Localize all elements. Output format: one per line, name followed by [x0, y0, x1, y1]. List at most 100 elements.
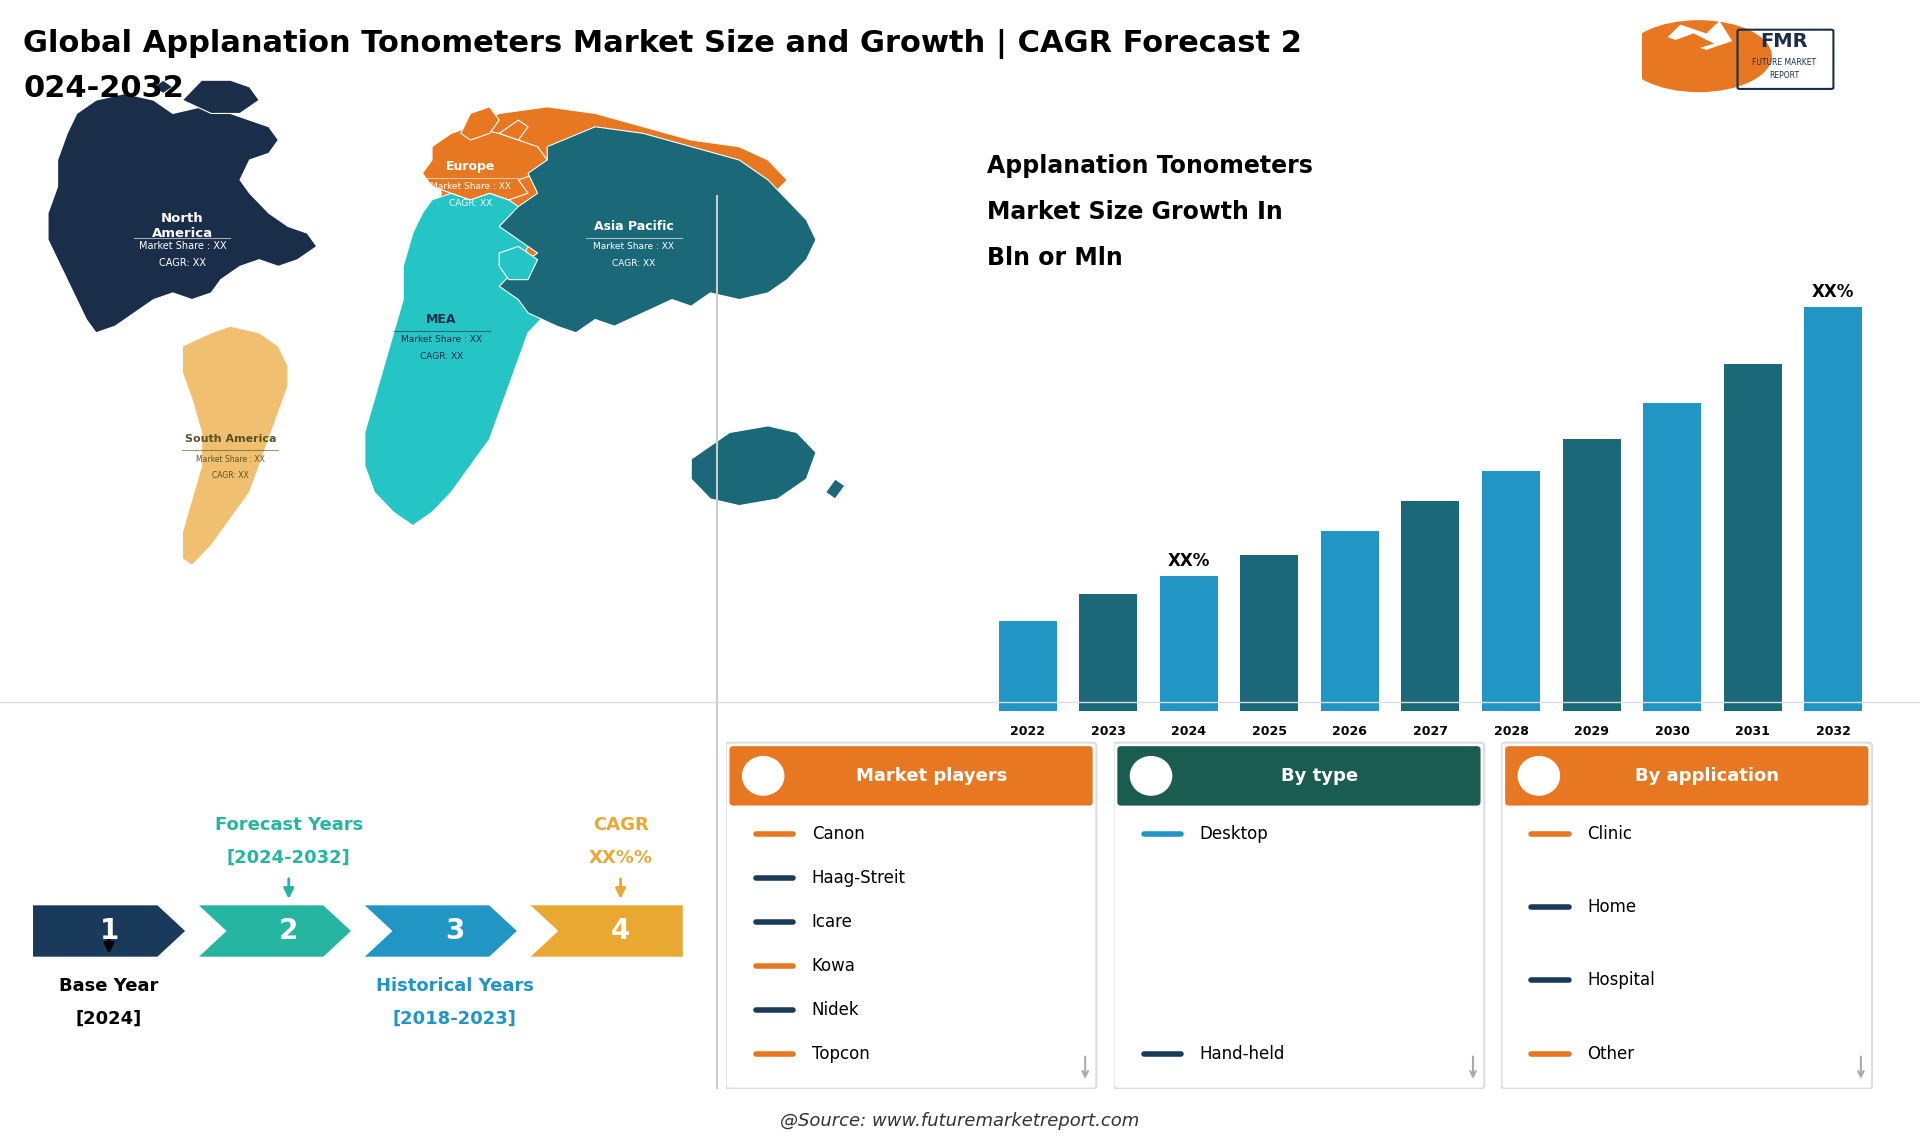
Text: Market Share : XX: Market Share : XX: [196, 455, 265, 464]
Text: Nidek: Nidek: [812, 1000, 860, 1019]
Circle shape: [743, 756, 783, 795]
Polygon shape: [154, 80, 173, 94]
Text: 2030: 2030: [1655, 725, 1690, 738]
Text: XX%: XX%: [1812, 283, 1855, 301]
Text: Canon: Canon: [812, 824, 864, 842]
Polygon shape: [1667, 21, 1732, 50]
Bar: [1482, 471, 1540, 711]
Text: XX%%: XX%%: [589, 849, 653, 866]
Text: Asia Pacific: Asia Pacific: [593, 220, 674, 233]
FancyBboxPatch shape: [726, 743, 1096, 1089]
Polygon shape: [365, 194, 557, 526]
Text: CAGR: XX: CAGR: XX: [612, 259, 655, 267]
Text: CAGR: XX: CAGR: XX: [159, 258, 205, 268]
Text: 3: 3: [445, 917, 465, 945]
Text: [2018-2023]: [2018-2023]: [394, 1010, 516, 1028]
Text: 2023: 2023: [1091, 725, 1125, 738]
Text: Kowa: Kowa: [812, 957, 856, 974]
Text: Market Size Growth In: Market Size Growth In: [987, 201, 1283, 223]
Polygon shape: [499, 120, 528, 140]
Text: 1: 1: [100, 917, 119, 945]
Text: XX%: XX%: [1167, 552, 1210, 570]
Text: South America: South America: [184, 434, 276, 445]
Text: 2025: 2025: [1252, 725, 1286, 738]
Polygon shape: [499, 246, 538, 280]
Text: Home: Home: [1588, 898, 1636, 916]
Text: Market Share : XX: Market Share : XX: [401, 335, 482, 344]
FancyBboxPatch shape: [1505, 746, 1868, 806]
FancyBboxPatch shape: [730, 746, 1092, 806]
Text: 2: 2: [278, 917, 298, 945]
Polygon shape: [182, 327, 288, 565]
Text: 024-2032: 024-2032: [23, 74, 184, 103]
Polygon shape: [530, 905, 684, 957]
Bar: [998, 621, 1056, 711]
Polygon shape: [499, 127, 816, 332]
Bar: [1644, 402, 1701, 711]
Polygon shape: [422, 127, 547, 199]
Polygon shape: [826, 479, 845, 499]
Bar: [1160, 576, 1217, 711]
Text: Historical Years: Historical Years: [376, 978, 534, 995]
Text: FUTURE MARKET: FUTURE MARKET: [1753, 58, 1816, 66]
Text: Market players: Market players: [856, 767, 1008, 785]
Text: North
America: North America: [152, 212, 213, 241]
Polygon shape: [48, 94, 317, 332]
Text: 2031: 2031: [1736, 725, 1770, 738]
Bar: [1563, 439, 1620, 711]
Text: @Source: www.futuremarketreport.com: @Source: www.futuremarketreport.com: [780, 1112, 1140, 1130]
Text: Desktop: Desktop: [1200, 824, 1269, 842]
Text: MEA: MEA: [426, 313, 457, 325]
Bar: [1079, 594, 1137, 711]
FancyBboxPatch shape: [1114, 743, 1484, 1089]
Polygon shape: [422, 107, 787, 306]
Bar: [1240, 555, 1298, 711]
Text: Topcon: Topcon: [812, 1045, 870, 1062]
Text: Other: Other: [1588, 1045, 1634, 1062]
Polygon shape: [461, 107, 499, 140]
Text: [2024-2032]: [2024-2032]: [227, 849, 351, 866]
Text: REPORT: REPORT: [1768, 71, 1799, 79]
Text: Icare: Icare: [812, 912, 852, 931]
Text: CAGR: XX: CAGR: XX: [420, 352, 463, 361]
Text: CAGR: XX: CAGR: XX: [449, 198, 492, 207]
Text: 2027: 2027: [1413, 725, 1448, 738]
Text: 2022: 2022: [1010, 725, 1044, 738]
Text: Hospital: Hospital: [1588, 972, 1655, 989]
Text: 2024: 2024: [1171, 725, 1206, 738]
Circle shape: [1626, 21, 1770, 92]
Text: Market Share : XX: Market Share : XX: [138, 242, 227, 251]
Text: Bln or Mln: Bln or Mln: [987, 246, 1123, 270]
Text: Clinic: Clinic: [1588, 824, 1632, 842]
Text: Europe: Europe: [445, 160, 495, 173]
Polygon shape: [182, 80, 259, 113]
Text: Hand-held: Hand-held: [1200, 1045, 1284, 1062]
Bar: [1321, 532, 1379, 711]
Polygon shape: [1672, 33, 1715, 50]
Text: CAGR: CAGR: [593, 816, 649, 833]
Polygon shape: [691, 426, 816, 505]
Text: 2028: 2028: [1494, 725, 1528, 738]
Text: CAGR: XX: CAGR: XX: [211, 471, 250, 480]
Bar: [1805, 307, 1862, 711]
Text: 4: 4: [611, 917, 630, 945]
Text: 2029: 2029: [1574, 725, 1609, 738]
Text: Base Year: Base Year: [60, 978, 159, 995]
Polygon shape: [200, 905, 351, 957]
Text: 2026: 2026: [1332, 725, 1367, 738]
Bar: [1724, 363, 1782, 711]
Text: Market Share : XX: Market Share : XX: [430, 182, 511, 191]
Circle shape: [1131, 756, 1171, 795]
Bar: [1402, 501, 1459, 711]
Text: Global Applanation Tonometers Market Size and Growth | CAGR Forecast 2: Global Applanation Tonometers Market Siz…: [23, 29, 1302, 58]
Polygon shape: [365, 905, 516, 957]
Text: Forecast Years: Forecast Years: [215, 816, 363, 833]
Text: Market Share : XX: Market Share : XX: [593, 242, 674, 251]
FancyBboxPatch shape: [1501, 743, 1872, 1089]
Text: Applanation Tonometers: Applanation Tonometers: [987, 154, 1313, 178]
Circle shape: [1519, 756, 1559, 795]
Text: Haag-Streit: Haag-Streit: [812, 869, 906, 887]
Text: [2024]: [2024]: [77, 1010, 142, 1028]
Text: By type: By type: [1281, 767, 1357, 785]
Text: 2032: 2032: [1816, 725, 1851, 738]
